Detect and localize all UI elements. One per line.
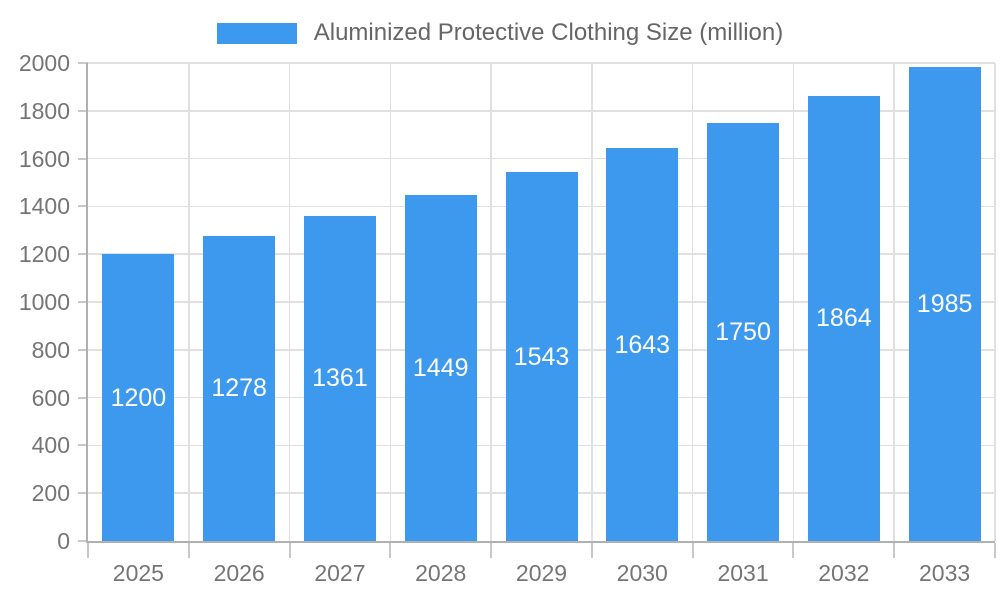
legend-swatch: [216, 22, 297, 44]
grid-line-vertical: [490, 63, 492, 541]
x-axis-line: [86, 541, 995, 543]
x-axis-label: 2026: [213, 560, 265, 586]
bar: [707, 122, 780, 541]
y-axis-label: 400: [31, 432, 70, 459]
y-axis-tick: [78, 540, 88, 542]
bar: [505, 172, 578, 541]
grid-line-vertical: [591, 63, 593, 541]
bar: [908, 66, 981, 541]
bar: [404, 194, 477, 541]
y-axis-label: 1200: [18, 241, 70, 268]
chart-legend: Aluminized Protective Clothing Size (mil…: [0, 19, 1000, 47]
y-axis-tick: [78, 205, 88, 208]
bar-value-label: 1750: [715, 317, 771, 346]
y-axis-label: 800: [31, 336, 70, 363]
grid-line-vertical: [691, 63, 694, 541]
x-axis-label: 2033: [919, 560, 971, 586]
grid-line-vertical: [893, 63, 895, 541]
y-axis-tick: [78, 62, 88, 64]
y-axis-tick: [78, 253, 88, 256]
y-axis-label: 600: [31, 384, 70, 411]
bar: [807, 95, 880, 541]
bar-value-label: 1864: [816, 304, 872, 333]
x-axis-tick: [187, 543, 190, 558]
grid-line-vertical: [389, 63, 392, 541]
x-axis-label: 2031: [717, 560, 769, 586]
x-axis-tick: [994, 543, 996, 558]
x-axis-tick: [490, 543, 493, 558]
x-axis-label: 2032: [818, 560, 870, 586]
legend-label: Aluminized Protective Clothing Size (mil…: [313, 19, 784, 46]
y-axis-tick: [78, 348, 88, 351]
bar-value-label: 1361: [312, 364, 368, 393]
x-axis-tick: [691, 543, 694, 558]
grid-line-horizontal: [88, 157, 995, 160]
bar: [303, 215, 376, 541]
grid-line-horizontal: [88, 62, 995, 64]
y-axis-label: 1800: [18, 97, 70, 124]
y-axis-label: 200: [31, 480, 70, 507]
x-axis-label: 2027: [314, 560, 366, 586]
x-axis-tick: [893, 543, 896, 558]
bar-value-label: 1643: [614, 330, 671, 359]
x-axis-tick: [87, 543, 89, 558]
x-axis-label: 2029: [515, 560, 568, 586]
x-axis-tick: [389, 543, 392, 558]
x-axis-tick: [288, 543, 291, 558]
bar-value-label: 1543: [513, 342, 570, 371]
y-axis-label: 2000: [18, 50, 70, 76]
y-axis-tick: [78, 109, 88, 112]
y-axis-tick: [78, 444, 88, 447]
x-axis-tick: [792, 543, 795, 558]
x-axis-label: 2028: [415, 560, 467, 586]
grid-line-vertical: [792, 63, 795, 541]
y-axis-tick: [78, 396, 88, 399]
y-axis-label: 1000: [18, 289, 70, 315]
grid-line-vertical: [994, 63, 996, 541]
bar-value-label: 1200: [110, 383, 167, 412]
bar-value-label: 1278: [211, 374, 267, 403]
y-axis-tick: [78, 301, 88, 303]
x-axis-label: 2025: [112, 560, 164, 586]
x-axis-label: 2030: [616, 560, 668, 586]
bar: [606, 148, 679, 541]
bar-value-label: 1449: [412, 353, 469, 382]
y-axis-label: 0: [57, 528, 70, 554]
grid-line-horizontal: [88, 110, 995, 112]
y-axis-label: 1600: [18, 145, 70, 172]
y-axis-tick: [78, 157, 88, 160]
bar: [203, 235, 276, 541]
bar-value-label: 1985: [916, 289, 973, 318]
y-axis-tick: [78, 492, 88, 495]
y-axis-line: [86, 63, 88, 541]
y-axis-label: 1400: [18, 193, 70, 220]
grid-line-vertical: [188, 63, 190, 541]
bar: [102, 254, 175, 541]
x-axis-tick: [590, 543, 593, 558]
grid-line-vertical: [288, 63, 291, 541]
